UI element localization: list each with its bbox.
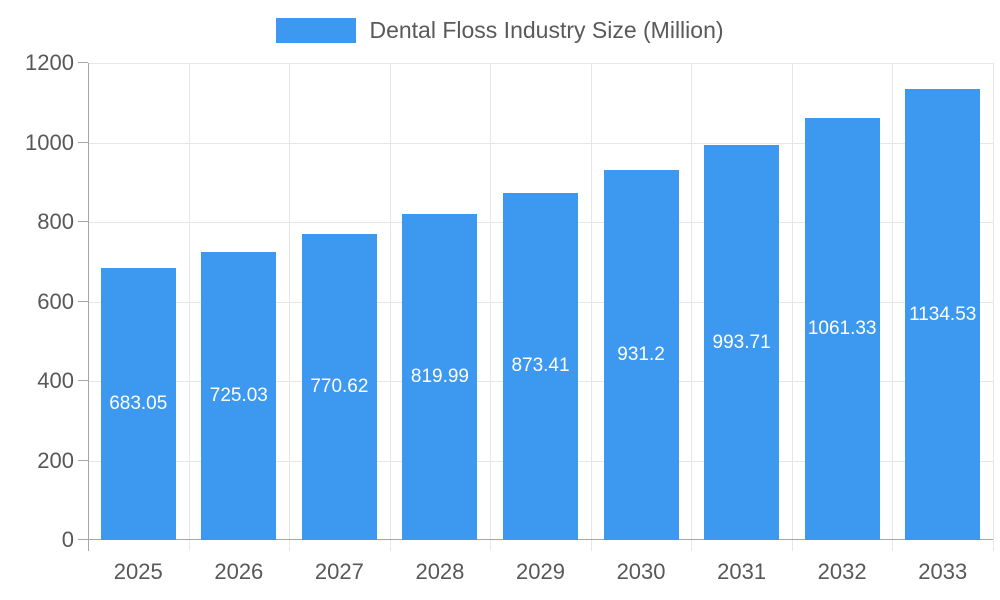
- gridline-horizontal: [88, 142, 993, 144]
- y-axis-tick: [78, 539, 88, 540]
- bar: [804, 118, 880, 540]
- y-tick-label: 200: [37, 447, 74, 473]
- y-tick-label: 1000: [25, 129, 74, 155]
- gridline-vertical: [892, 63, 894, 551]
- bar-value-label: 1134.53: [909, 303, 977, 325]
- legend: Dental Floss Industry Size (Million): [0, 17, 1000, 44]
- y-axis-tick: [78, 62, 88, 63]
- bar: [503, 192, 578, 540]
- x-tick-label: 2031: [717, 559, 767, 584]
- gridline-vertical: [691, 63, 693, 551]
- y-axis-tick: [78, 380, 88, 381]
- y-axis-tick: [78, 141, 88, 143]
- bar: [100, 268, 176, 540]
- bar: [201, 251, 277, 540]
- bar-value-label: 819.99: [410, 366, 469, 388]
- bar-value-label: 683.05: [109, 393, 168, 415]
- bar: [704, 145, 780, 540]
- gridline-vertical: [188, 63, 190, 551]
- gridline-vertical: [289, 63, 291, 551]
- y-axis-tick: [78, 459, 88, 461]
- bar-value-label: 1061.33: [807, 318, 877, 340]
- x-tick-label: 2025: [113, 559, 163, 584]
- bar-value-label: 993.71: [712, 331, 771, 353]
- y-tick-label: 600: [37, 288, 74, 314]
- chart-title: Dental Floss Industry Size (Million): [369, 17, 724, 43]
- bar-value-label: 873.41: [511, 355, 570, 377]
- bar-value-label: 770.62: [310, 375, 369, 397]
- y-axis-line: [88, 63, 89, 551]
- bar-value-label: 725.03: [209, 384, 268, 406]
- bar-value-label: 931.2: [617, 343, 665, 365]
- x-tick-label: 2030: [616, 559, 666, 584]
- x-tick-label: 2028: [415, 559, 465, 584]
- y-axis-tick: [78, 221, 88, 222]
- x-tick-label: 2026: [214, 559, 264, 584]
- bar: [301, 233, 377, 540]
- x-tick-label: 2027: [314, 559, 364, 584]
- x-tick-label: 2029: [516, 559, 565, 584]
- x-tick-label: 2032: [817, 559, 867, 584]
- gridline-vertical: [993, 63, 994, 551]
- gridline-vertical: [389, 63, 391, 551]
- gridline-horizontal: [88, 63, 993, 64]
- x-tick-label: 2033: [918, 559, 968, 584]
- y-tick-label: 800: [37, 209, 74, 234]
- y-axis-tick: [78, 300, 88, 302]
- gridline-vertical: [490, 63, 492, 551]
- y-tick-label: 400: [37, 368, 74, 393]
- gridline-vertical: [590, 63, 592, 551]
- bar: [905, 89, 981, 540]
- legend-swatch: [276, 18, 357, 43]
- bar: [402, 214, 478, 540]
- y-tick-label: 1200: [25, 50, 74, 75]
- plot-area: 0 200 400 600 800 1000 1200 683.05 2025 725.03 202…: [25, 50, 994, 584]
- y-tick-label: 0: [61, 527, 74, 552]
- bar: [603, 169, 679, 540]
- gridline-vertical: [791, 63, 793, 551]
